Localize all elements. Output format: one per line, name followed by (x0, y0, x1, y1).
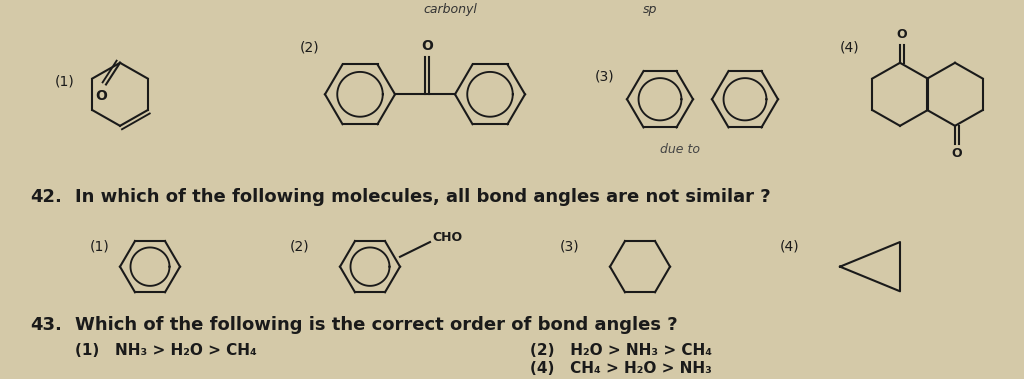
Text: Which of the following is the correct order of bond angles ?: Which of the following is the correct or… (75, 316, 678, 334)
Text: (3): (3) (560, 239, 580, 253)
Text: (1): (1) (90, 239, 110, 253)
Text: CHO: CHO (432, 230, 462, 244)
Text: (4): (4) (780, 239, 800, 253)
Text: (3): (3) (595, 70, 614, 84)
Text: (4)   CH₄ > H₂O > NH₃: (4) CH₄ > H₂O > NH₃ (530, 361, 712, 376)
Text: sp: sp (643, 3, 657, 16)
Text: due to: due to (660, 143, 700, 157)
Text: (2): (2) (290, 239, 310, 253)
Text: O: O (421, 39, 433, 53)
Text: 42.: 42. (30, 188, 61, 206)
Text: carbonyl: carbonyl (423, 3, 477, 16)
Text: (1)   NH₃ > H₂O > CH₄: (1) NH₃ > H₂O > CH₄ (75, 343, 257, 359)
Text: 43.: 43. (30, 316, 61, 334)
Text: O: O (897, 28, 907, 41)
Text: O: O (95, 89, 106, 103)
Text: (4): (4) (840, 40, 859, 54)
Text: (2)   H₂O > NH₃ > CH₄: (2) H₂O > NH₃ > CH₄ (530, 343, 712, 359)
Text: O: O (951, 147, 963, 160)
Text: (1): (1) (55, 75, 75, 89)
Text: (2): (2) (300, 40, 319, 54)
Text: In which of the following molecules, all bond angles are not similar ?: In which of the following molecules, all… (75, 188, 771, 206)
